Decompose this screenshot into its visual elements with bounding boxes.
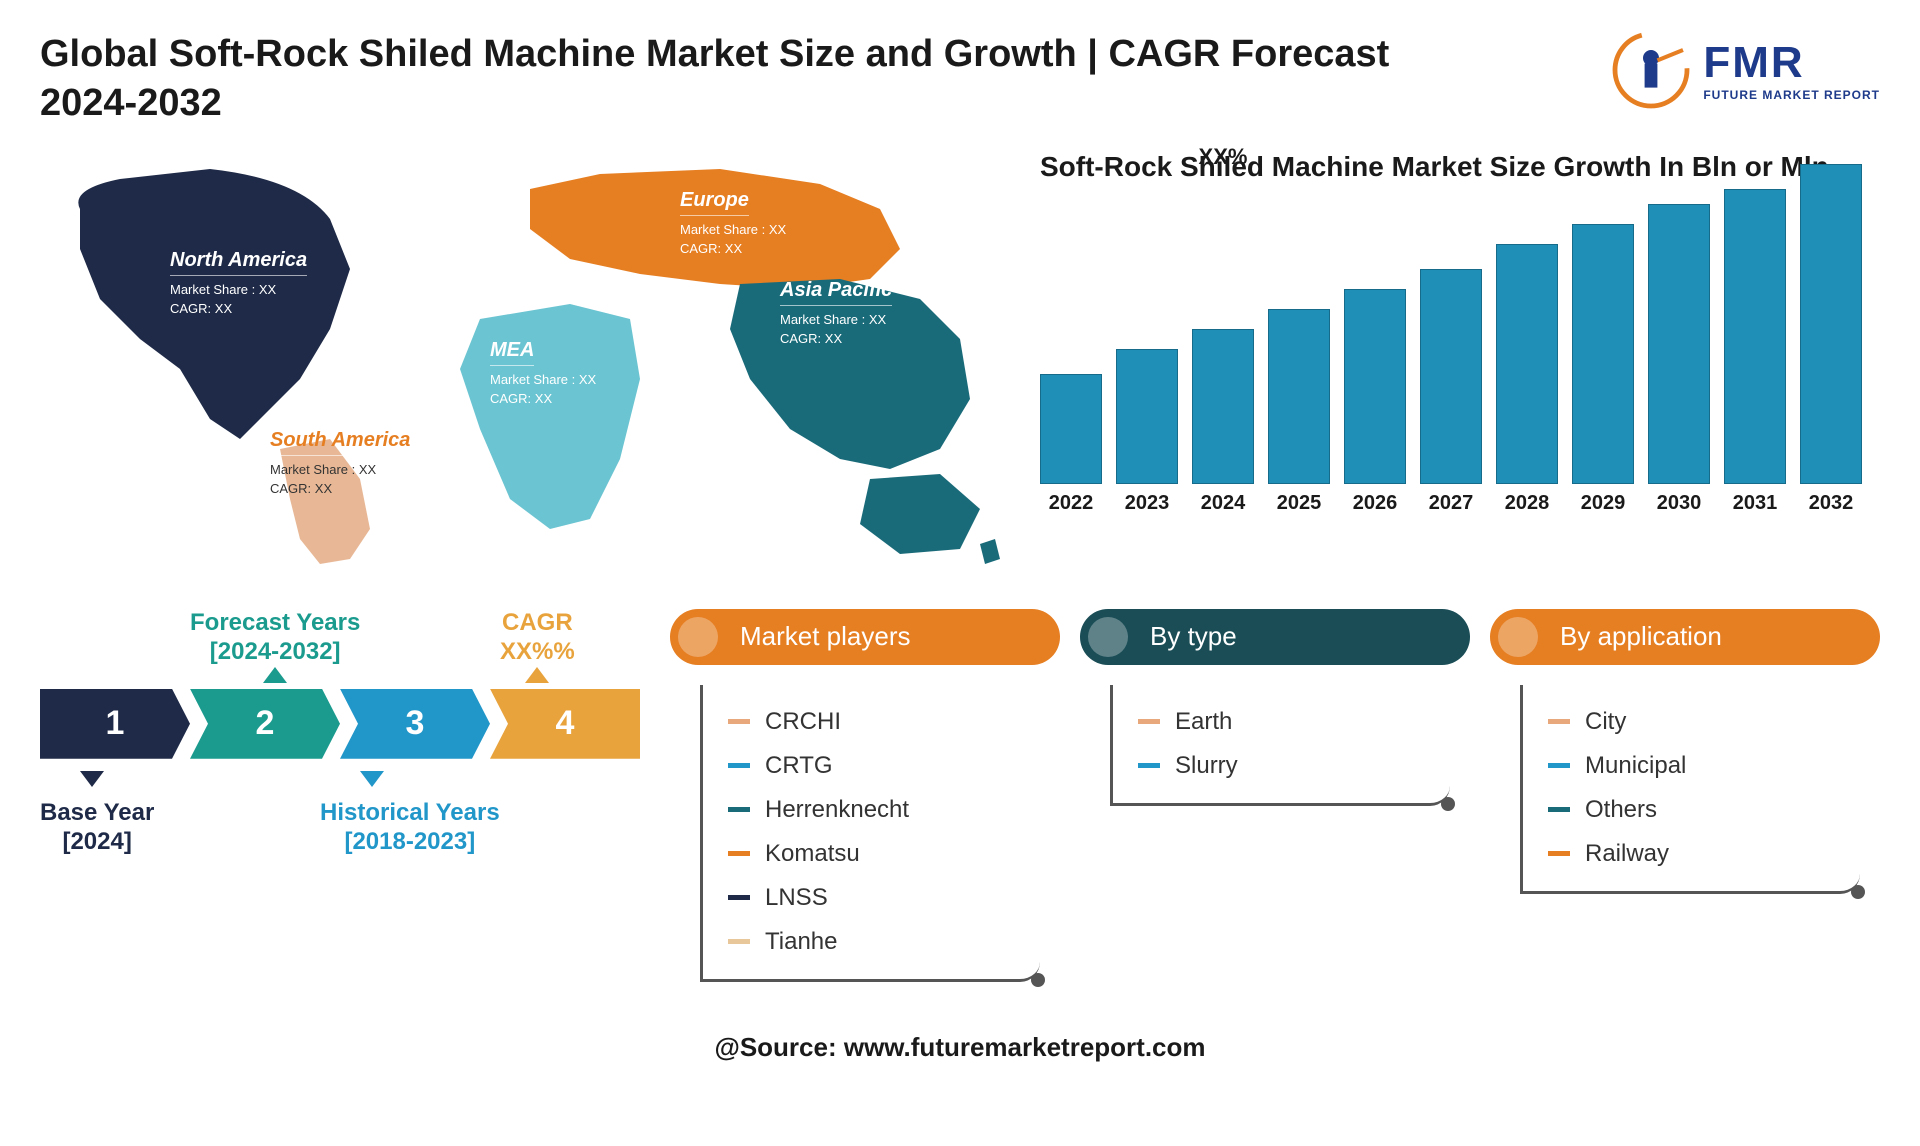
timeline-bottom-label-0: Base Year [2024] xyxy=(40,799,154,857)
logo: FMR FUTURE MARKET REPORT xyxy=(1611,30,1880,110)
chart-title: Soft-Rock Shiled Machine Market Size Gro… xyxy=(1040,149,1880,185)
list-item: Railway xyxy=(1548,832,1860,876)
page-title: Global Soft-Rock Shiled Machine Market S… xyxy=(40,30,1440,129)
region-label-mea: MEAMarket Share : XXCAGR: XX xyxy=(490,339,596,409)
list-item: Earth xyxy=(1138,700,1450,744)
timeline-segment-2: 2 xyxy=(190,689,340,759)
timeline-segment-1: 1 xyxy=(40,689,190,759)
bar-2029: 2029 xyxy=(1572,224,1634,515)
list-item: Others xyxy=(1548,788,1860,832)
timeline-segment-4: 4 xyxy=(490,689,640,759)
list-item: CRTG xyxy=(728,744,1040,788)
source-text: @Source: www.futuremarketreport.com xyxy=(40,1032,1880,1063)
region-label-north-america: North AmericaMarket Share : XXCAGR: XX xyxy=(170,249,307,319)
bar-2024: XX%2024 xyxy=(1192,329,1254,515)
bar-2027: 2027 xyxy=(1420,269,1482,515)
list-item: Slurry xyxy=(1138,744,1450,788)
bar-2026: 2026 xyxy=(1344,289,1406,515)
bar-2030: 2030 xyxy=(1648,204,1710,515)
list-item: CRCHI xyxy=(728,700,1040,744)
list-item: Tianhe xyxy=(728,920,1040,964)
timeline-top-label-1: CAGR XX%% xyxy=(500,609,575,667)
bar-chart: Soft-Rock Shiled Machine Market Size Gro… xyxy=(1040,149,1880,569)
region-label-europe: EuropeMarket Share : XXCAGR: XX xyxy=(680,189,786,259)
category-list: CityMunicipalOthersRailway xyxy=(1520,685,1860,894)
category-header: By application xyxy=(1490,609,1880,665)
region-label-asia-pacific: Asia PacificMarket Share : XXCAGR: XX xyxy=(780,279,892,349)
timeline-segment-3: 3 xyxy=(340,689,490,759)
list-item: LNSS xyxy=(728,876,1040,920)
logo-text-sub: FUTURE MARKET REPORT xyxy=(1703,88,1880,102)
category-market-players: Market players CRCHICRTGHerrenknechtKomat… xyxy=(670,609,1060,982)
category-header: Market players xyxy=(670,609,1060,665)
list-item: Komatsu xyxy=(728,832,1040,876)
list-item: City xyxy=(1548,700,1860,744)
category-by-application: By application CityMunicipalOthersRailway xyxy=(1490,609,1880,982)
logo-icon xyxy=(1611,30,1691,110)
bar-2025: 2025 xyxy=(1268,309,1330,515)
timeline-bottom-label-1: Historical Years [2018-2023] xyxy=(320,799,500,857)
list-item: Herrenknecht xyxy=(728,788,1040,832)
category-header: By type xyxy=(1080,609,1470,665)
bar-2023: 2023 xyxy=(1116,349,1178,515)
bar-2031: 2031 xyxy=(1724,189,1786,515)
bar-2032: XX%2032 xyxy=(1800,164,1862,515)
category-by-type: By type EarthSlurry xyxy=(1080,609,1470,982)
region-label-south-america: South AmericaMarket Share : XXCAGR: XX xyxy=(270,429,410,499)
timeline-top-label-0: Forecast Years [2024-2032] xyxy=(190,609,360,667)
timeline: Forecast Years [2024-2032] CAGR XX%% 1234… xyxy=(40,609,640,869)
bar-2022: 2022 xyxy=(1040,374,1102,515)
logo-text-main: FMR xyxy=(1703,38,1880,88)
list-item: Municipal xyxy=(1548,744,1860,788)
bar-2028: 2028 xyxy=(1496,244,1558,515)
category-list: EarthSlurry xyxy=(1110,685,1450,806)
category-list: CRCHICRTGHerrenknechtKomatsuLNSSTianhe xyxy=(700,685,1040,982)
world-map: North AmericaMarket Share : XXCAGR: XX Eu… xyxy=(40,149,1020,569)
